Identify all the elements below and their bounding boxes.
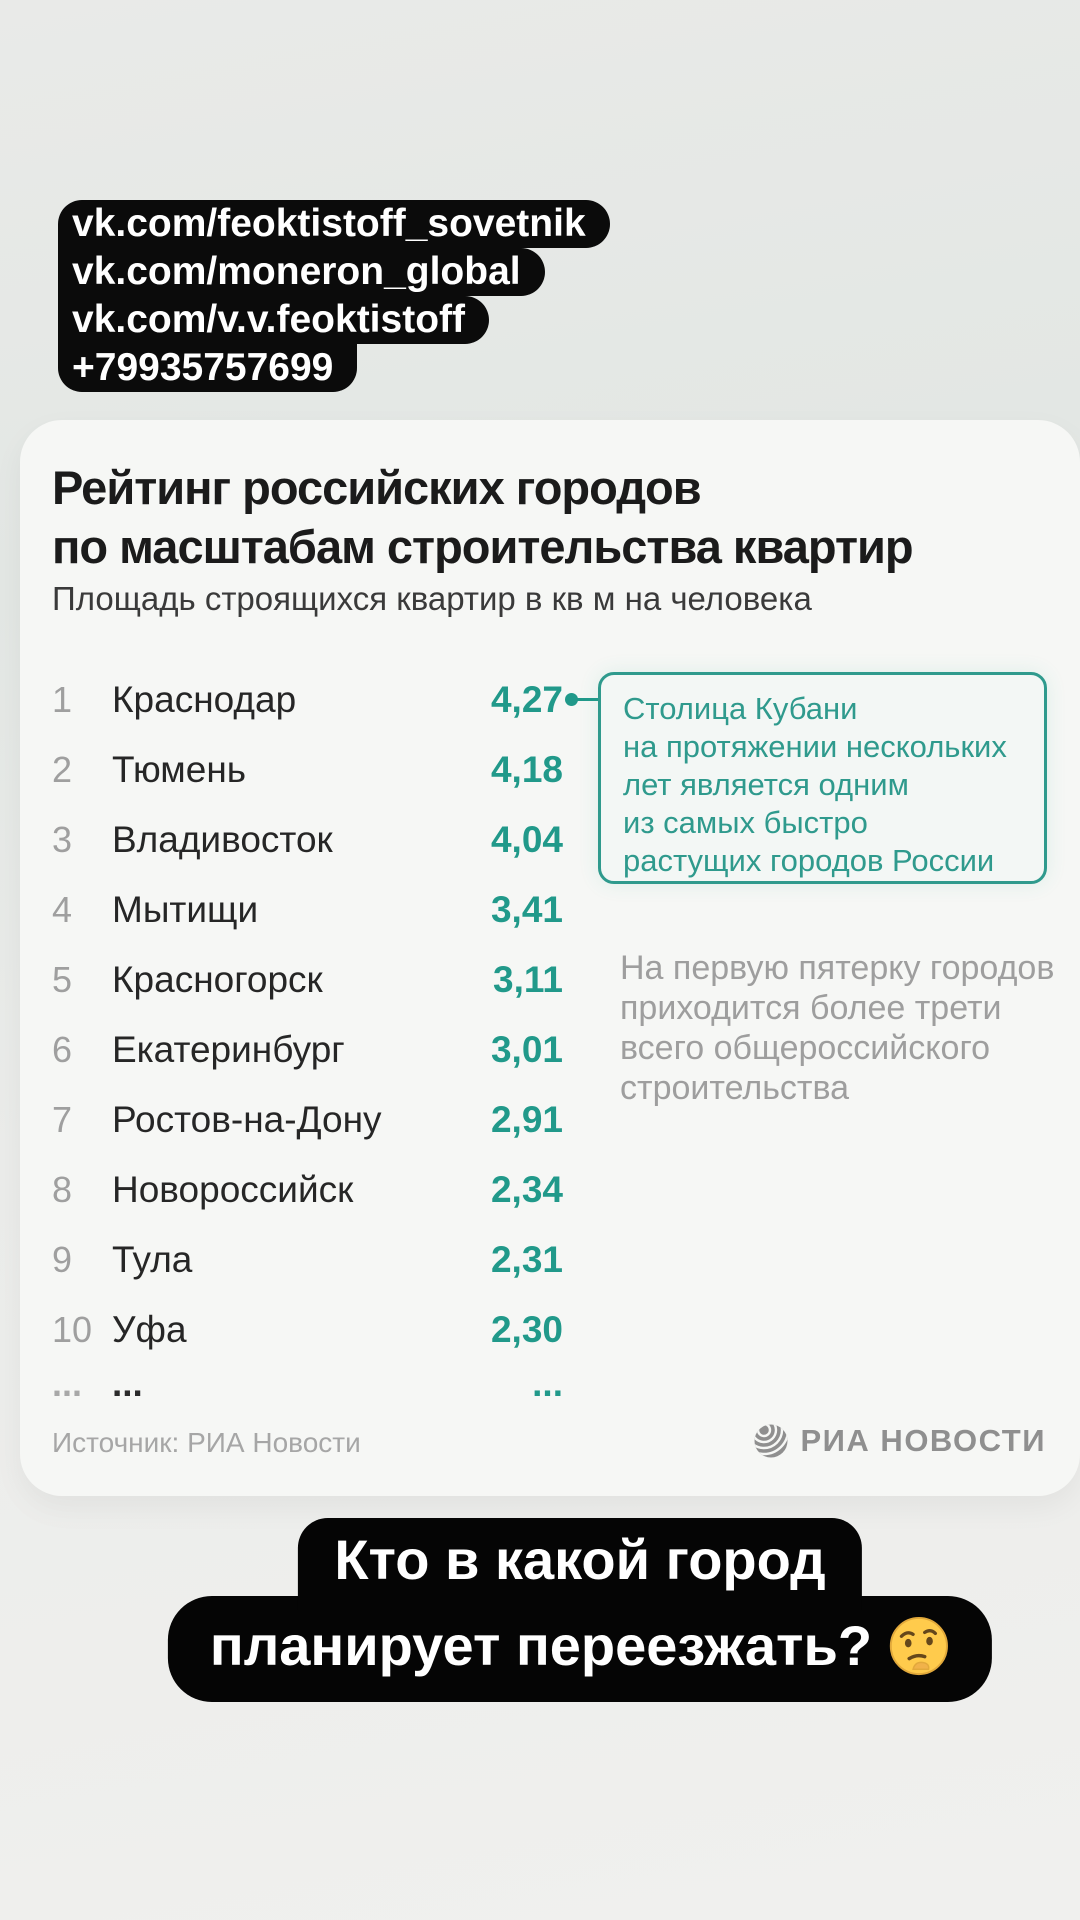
card-title-line-1: Рейтинг российских городов	[52, 461, 702, 514]
callout-connector-dot	[565, 693, 578, 706]
city-name: Тула	[112, 1239, 193, 1280]
city-name: Уфа	[112, 1309, 187, 1350]
table-row: 5 Красногорск 3,11	[52, 956, 563, 1004]
caption-bubble: Кто в какой город планирует переезжать?	[167, 1518, 993, 1702]
rank-number: 9	[52, 1239, 73, 1280]
city-value: 2,30	[490, 1309, 563, 1350]
brand-name: РИА НОВОСТИ	[800, 1423, 1046, 1458]
city-value: 3,41	[490, 889, 563, 930]
city-value: 4,04	[490, 819, 563, 860]
ranking-list: 1 Краснодар 4,27 2 Тюмень 4,18 3 Владиво…	[52, 676, 563, 1404]
rank-number: 3	[52, 819, 73, 860]
globe-icon	[754, 1424, 788, 1458]
ellipsis-city: ...	[112, 1363, 143, 1404]
callout-line: лет является одним	[623, 767, 909, 802]
note-line: всего общероссийского	[620, 1029, 991, 1067]
ellipsis-row: ... ... ...	[52, 1363, 563, 1404]
table-row: 4 Мытищи 3,41	[52, 886, 563, 934]
city-name: Новороссийск	[112, 1169, 354, 1210]
contact-link: vk.com/moneron_global	[58, 248, 545, 296]
callout-line: на протяжении нескольких	[623, 729, 1007, 764]
infographic-card: Рейтинг российских городов по масштабам …	[20, 420, 1080, 1496]
city-value: 2,31	[490, 1239, 563, 1280]
city-name: Красногорск	[112, 959, 323, 1000]
rank-number: 4	[52, 889, 73, 930]
city-value: 3,11	[493, 959, 563, 1000]
rank-number: 5	[52, 959, 73, 1000]
contact-link: vk.com/v.v.feoktistoff	[58, 296, 489, 344]
table-row: 7 Ростов-на-Дону 2,91	[52, 1096, 563, 1144]
table-row: 6 Екатеринбург 3,01	[52, 1026, 563, 1074]
city-name: Тюмень	[112, 749, 247, 790]
card-subtitle: Площадь строящихся квартир в кв м на чел…	[52, 580, 812, 617]
callout-box: Столица Кубани на протяжении нескольких …	[598, 672, 1047, 884]
city-value: 4,27	[490, 679, 563, 720]
rank-number: 2	[52, 749, 73, 790]
contact-bubble: vk.com/feoktistoff_sovetnik vk.com/moner…	[58, 200, 610, 392]
rank-number: 1	[52, 679, 73, 720]
table-row: 8 Новороссийск 2,34	[52, 1166, 563, 1214]
city-name: Ростов-на-Дону	[112, 1099, 382, 1140]
rank-number: 6	[52, 1029, 73, 1070]
table-row: 9 Тула 2,31	[52, 1236, 563, 1284]
city-value: 2,91	[490, 1099, 563, 1140]
table-row: 2 Тюмень 4,18	[52, 746, 563, 794]
city-name: Екатеринбург	[112, 1029, 345, 1070]
note-line: На первую пятерку городов	[620, 949, 1055, 987]
thinking-emoji-icon	[890, 1616, 949, 1676]
callout-connector-line	[571, 698, 600, 701]
ellipsis-value: ...	[532, 1363, 563, 1404]
source-text: Источник: РИА Новости	[52, 1427, 361, 1458]
city-value: 2,34	[490, 1169, 563, 1210]
city-name: Краснодар	[112, 679, 297, 720]
table-row: 3 Владивосток 4,04	[52, 816, 563, 864]
rank-number: 10	[52, 1309, 93, 1350]
note-line: приходится более трети	[620, 989, 1002, 1027]
ria-novosti-logo: РИА НОВОСТИ	[752, 1422, 1046, 1460]
city-name: Мытищи	[112, 889, 259, 930]
callout-line: Столица Кубани	[623, 691, 858, 726]
caption-line-2: планирует переезжать?	[167, 1596, 993, 1702]
city-name: Владивосток	[112, 819, 333, 860]
callout-line: растущих городов России	[623, 843, 995, 878]
caption-line-2-text: планирует переезжать?	[209, 1614, 873, 1677]
card-title: Рейтинг российских городов по масштабам …	[52, 458, 1052, 576]
city-value: 3,01	[490, 1029, 563, 1070]
rank-number: 7	[52, 1099, 73, 1140]
card-title-line-2: по масштабам строительства квартир	[52, 520, 914, 573]
note-text: На первую пятерку городов приходится бол…	[620, 948, 1070, 1108]
rank-number: 8	[52, 1169, 73, 1210]
table-row: 10 Уфа 2,30	[52, 1306, 563, 1354]
ellipsis-rank: ...	[52, 1363, 83, 1404]
note-line: строительства	[620, 1069, 850, 1107]
caption-line-1: Кто в какой город	[298, 1518, 862, 1610]
contact-link: vk.com/feoktistoff_sovetnik	[58, 200, 610, 248]
city-value: 4,18	[490, 749, 563, 790]
contact-phone: +79935757699	[58, 344, 358, 392]
table-row: 1 Краснодар 4,27	[52, 676, 563, 724]
callout-line: из самых быстро	[623, 805, 868, 840]
